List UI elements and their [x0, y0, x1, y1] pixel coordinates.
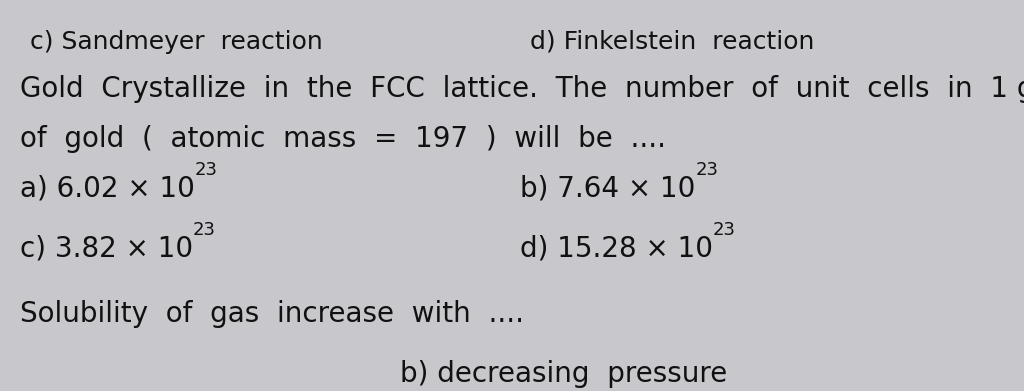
Text: c) Sandmeyer  reaction: c) Sandmeyer reaction [30, 30, 323, 54]
Text: d) 15.28 × 10: d) 15.28 × 10 [520, 235, 713, 263]
Text: of  gold  (  atomic  mass  =  197  )  will  be  ....: of gold ( atomic mass = 197 ) will be ..… [20, 125, 666, 153]
Text: 23: 23 [194, 221, 216, 239]
Text: Solubility  of  gas  increase  with  ....: Solubility of gas increase with .... [20, 300, 524, 328]
Text: b) decreasing  pressure: b) decreasing pressure [400, 360, 727, 388]
Text: c) 3.82 × 10: c) 3.82 × 10 [20, 235, 194, 263]
Text: 23: 23 [695, 161, 719, 179]
Text: a) 6.02 × 10: a) 6.02 × 10 [20, 175, 195, 203]
Text: 23: 23 [713, 221, 736, 239]
Text: d) Finkelstein  reaction: d) Finkelstein reaction [530, 30, 814, 54]
Text: Gold  Crystallize  in  the  FCC  lattice.  The  number  of  unit  cells  in  1 g: Gold Crystallize in the FCC lattice. The… [20, 75, 1024, 103]
Text: b) 7.64 × 10: b) 7.64 × 10 [520, 175, 695, 203]
Text: 23: 23 [195, 161, 218, 179]
